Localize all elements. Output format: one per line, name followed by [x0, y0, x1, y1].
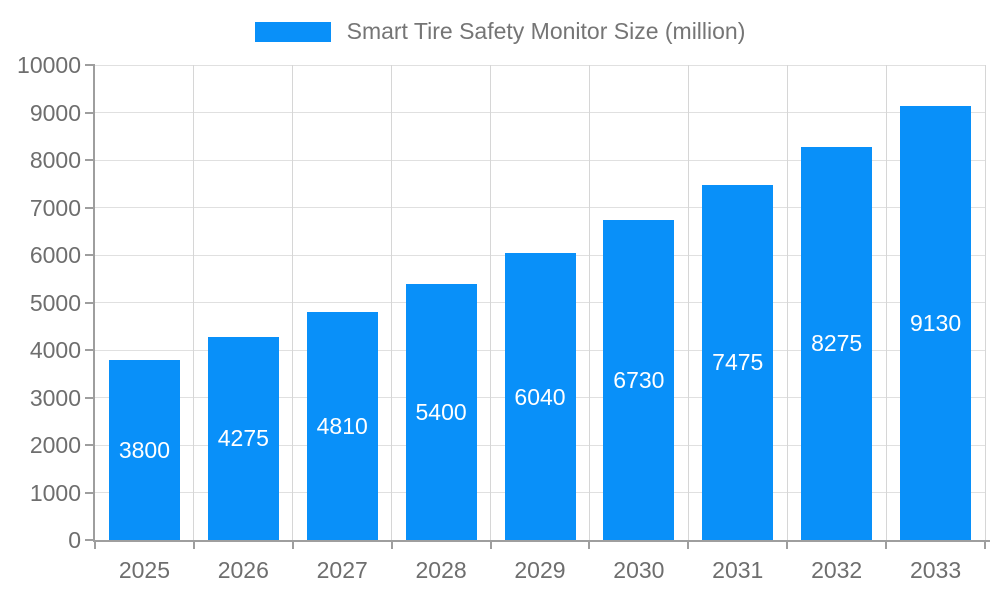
- x-axis-tick: [489, 542, 492, 549]
- gridline-horizontal: [95, 207, 985, 208]
- bar-value-label: 3800: [118, 436, 171, 463]
- x-axis-tick: [687, 542, 690, 549]
- bar-value-label: 9130: [909, 310, 962, 337]
- y-tick-label: 6000: [29, 242, 81, 268]
- bar-value-label: 4810: [316, 412, 368, 439]
- bar[interactable]: [801, 146, 873, 540]
- x-axis-tick: [390, 542, 393, 549]
- gridline-vertical: [984, 65, 986, 540]
- gridline-vertical: [292, 65, 294, 540]
- y-axis-tick: [85, 444, 95, 446]
- bar[interactable]: [108, 359, 180, 540]
- y-tick-label: 10000: [17, 52, 81, 78]
- y-tick-label: 5000: [29, 289, 81, 316]
- y-tick-label: 7000: [29, 194, 81, 221]
- gridline-vertical: [391, 65, 393, 540]
- y-tick-label: 1000: [29, 479, 81, 506]
- gridline-vertical: [885, 65, 887, 540]
- x-tick-label: 2032: [811, 557, 863, 583]
- y-axis-tick: [85, 301, 95, 304]
- x-axis-tick: [291, 542, 294, 549]
- y-tick-label: 3000: [29, 384, 81, 411]
- y-axis-tick: [85, 254, 95, 256]
- bar[interactable]: [306, 311, 378, 540]
- y-tick-label: 4000: [29, 337, 81, 363]
- y-tick-label: 9000: [29, 99, 81, 126]
- x-axis-tick: [588, 542, 591, 549]
- gridline-vertical: [687, 65, 689, 540]
- bar[interactable]: [504, 253, 576, 540]
- bar[interactable]: [405, 283, 477, 540]
- bar-value-label: 7475: [712, 349, 764, 376]
- y-axis-tick: [85, 206, 95, 209]
- bar[interactable]: [702, 184, 774, 540]
- bar[interactable]: [900, 106, 972, 540]
- y-axis-tick: [85, 64, 95, 66]
- x-axis-tick: [786, 542, 789, 549]
- x-axis-line: [93, 540, 990, 542]
- gridline-vertical: [588, 65, 590, 540]
- x-tick-label: 2026: [217, 557, 269, 583]
- x-tick-label: 2030: [613, 557, 665, 583]
- x-axis-tick: [984, 542, 986, 549]
- bar-value-label: 4275: [217, 425, 269, 452]
- bar-value-label: 5400: [415, 398, 467, 425]
- chart-legend: Smart Tire Safety Monitor Size (million): [0, 18, 1000, 45]
- bar-value-label: 8275: [811, 330, 863, 357]
- y-tick-label: 2000: [29, 432, 81, 458]
- bar-value-label: 6040: [514, 383, 566, 410]
- y-axis-tick: [85, 539, 95, 541]
- y-tick-label: 8000: [29, 147, 81, 173]
- gridline-horizontal: [95, 112, 985, 113]
- bar[interactable]: [603, 220, 675, 540]
- y-axis-tick: [85, 396, 95, 399]
- gridline-horizontal: [95, 64, 985, 66]
- y-axis-tick: [85, 349, 95, 351]
- x-tick-label: 2025: [118, 557, 171, 583]
- gridline-vertical: [490, 65, 492, 540]
- legend-swatch: [254, 21, 331, 42]
- plot-area: 3800 4275 4810 5400 6040 6730 7475 8275 9130 0 100…: [17, 52, 990, 583]
- x-axis-tick: [885, 542, 888, 549]
- y-axis-tick: [85, 491, 95, 494]
- y-axis-tick: [85, 111, 95, 114]
- bar[interactable]: [207, 336, 279, 540]
- x-tick-label: 2027: [316, 557, 368, 583]
- x-axis-tick: [192, 542, 195, 549]
- gridline-vertical: [193, 65, 195, 540]
- legend-label: Smart Tire Safety Monitor Size (million): [346, 18, 746, 44]
- x-tick-label: 2031: [712, 557, 764, 583]
- x-tick-label: 2029: [514, 557, 566, 583]
- x-tick-label: 2028: [415, 557, 467, 583]
- gridline-vertical: [786, 65, 788, 540]
- y-axis-line: [93, 65, 95, 542]
- y-axis-tick: [85, 159, 95, 161]
- y-tick-label: 0: [68, 527, 81, 553]
- bar-value-label: 6730: [613, 367, 665, 394]
- gridline-horizontal: [95, 159, 985, 161]
- x-tick-label: 2033: [909, 557, 962, 583]
- x-axis-tick: [94, 542, 96, 549]
